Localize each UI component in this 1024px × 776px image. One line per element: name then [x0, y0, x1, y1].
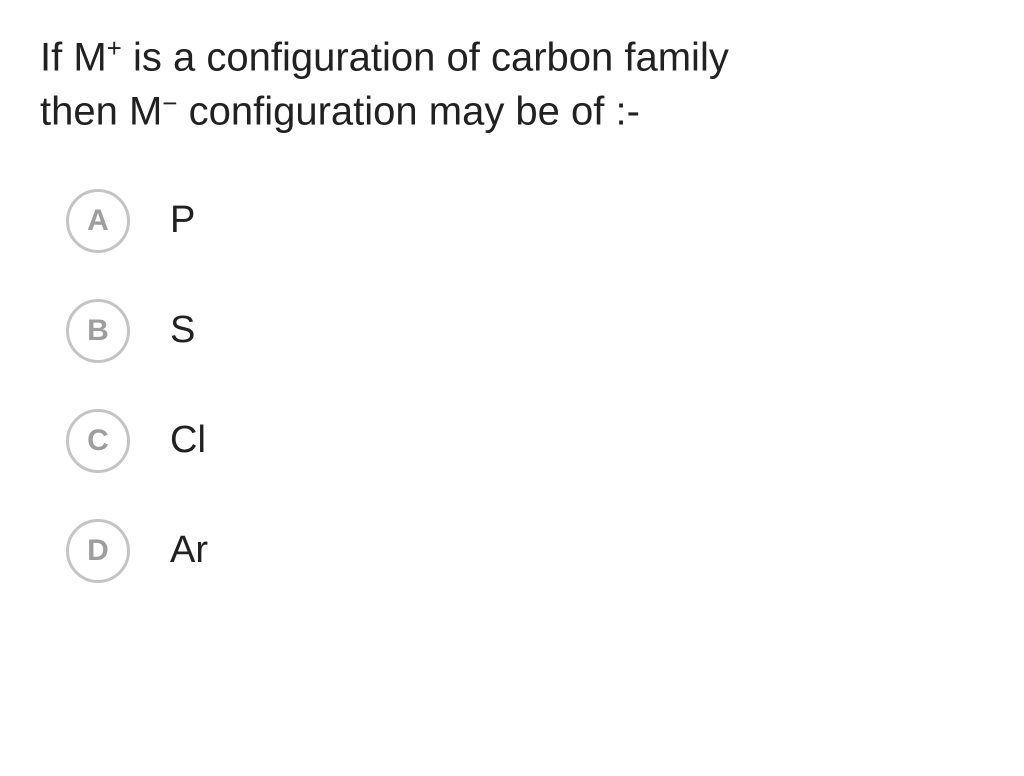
option-badge-c: C [66, 409, 130, 473]
option-letter: D [87, 534, 109, 568]
option-badge-d: D [66, 519, 130, 583]
question-line2-pre: then M [40, 90, 162, 134]
option-text-d: Ar [170, 529, 208, 572]
option-d[interactable]: D Ar [66, 519, 984, 583]
question-text: If M+ is a configuration of carbon famil… [40, 30, 984, 139]
option-text-b: S [170, 309, 195, 352]
options-list: A P B S C Cl D Ar [40, 189, 984, 583]
question-page: If M+ is a configuration of carbon famil… [0, 0, 1024, 623]
option-a[interactable]: A P [66, 189, 984, 253]
option-badge-b: B [66, 299, 130, 363]
option-badge-a: A [66, 189, 130, 253]
question-line1-pre: If M [40, 35, 107, 79]
question-line1-sup: + [107, 33, 122, 63]
option-letter: B [87, 314, 109, 348]
option-b[interactable]: B S [66, 299, 984, 363]
question-line2-post: configuration may be of :- [177, 90, 639, 134]
option-text-a: P [170, 199, 195, 242]
option-text-c: Cl [170, 419, 206, 462]
option-letter: C [87, 424, 109, 458]
question-line2-sup: − [162, 88, 177, 118]
option-c[interactable]: C Cl [66, 409, 984, 473]
question-line1-post: is a configuration of carbon family [122, 35, 729, 79]
option-letter: A [87, 204, 109, 238]
